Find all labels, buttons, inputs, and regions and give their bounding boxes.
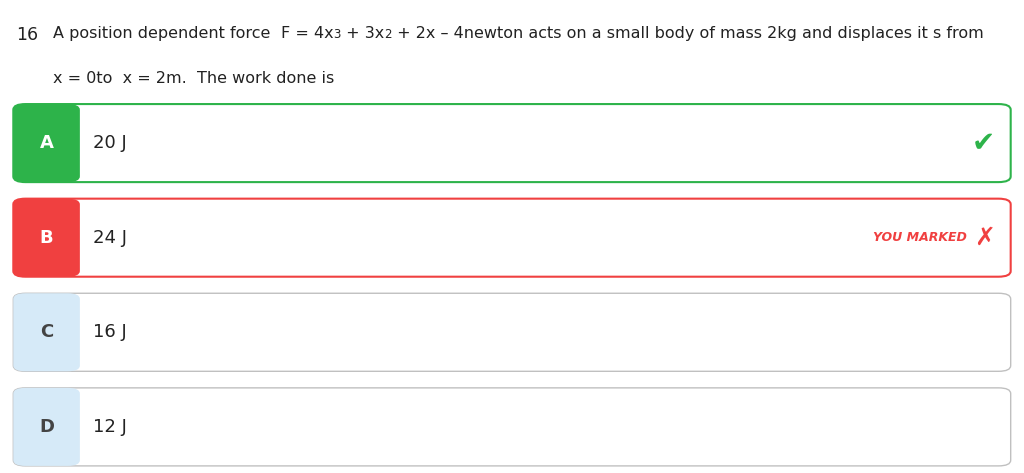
Text: 2: 2 <box>384 28 391 41</box>
Text: ✔: ✔ <box>972 129 995 157</box>
Bar <box>47 106 75 180</box>
Text: C: C <box>40 323 53 342</box>
Text: 16: 16 <box>16 26 39 44</box>
Text: 24 J: 24 J <box>93 228 127 247</box>
Text: 12 J: 12 J <box>93 418 127 436</box>
Text: F = 4x: F = 4x <box>281 26 334 41</box>
FancyBboxPatch shape <box>13 199 80 277</box>
Text: + 3x: + 3x <box>341 26 384 41</box>
Bar <box>47 390 75 464</box>
FancyBboxPatch shape <box>13 293 1011 371</box>
Text: D: D <box>39 418 54 436</box>
FancyBboxPatch shape <box>13 199 1011 277</box>
Text: A position dependent force: A position dependent force <box>53 26 281 41</box>
Text: YOU MARKED: YOU MARKED <box>872 231 967 244</box>
Bar <box>47 201 75 274</box>
FancyBboxPatch shape <box>13 388 80 466</box>
FancyBboxPatch shape <box>13 104 80 182</box>
Text: B: B <box>40 228 53 247</box>
Text: x = 0to  x = 2m.  The work done is: x = 0to x = 2m. The work done is <box>53 71 335 86</box>
Text: ✗: ✗ <box>974 226 995 250</box>
FancyBboxPatch shape <box>13 388 1011 466</box>
FancyBboxPatch shape <box>13 293 80 371</box>
Bar <box>47 296 75 369</box>
FancyBboxPatch shape <box>13 104 1011 182</box>
Text: 3: 3 <box>334 28 341 41</box>
Text: A: A <box>40 134 53 152</box>
Text: 16 J: 16 J <box>93 323 127 342</box>
Text: + 2x – 4newton acts on a small body of mass 2kg and displaces it s from: + 2x – 4newton acts on a small body of m… <box>391 26 983 41</box>
Text: 20 J: 20 J <box>93 134 127 152</box>
